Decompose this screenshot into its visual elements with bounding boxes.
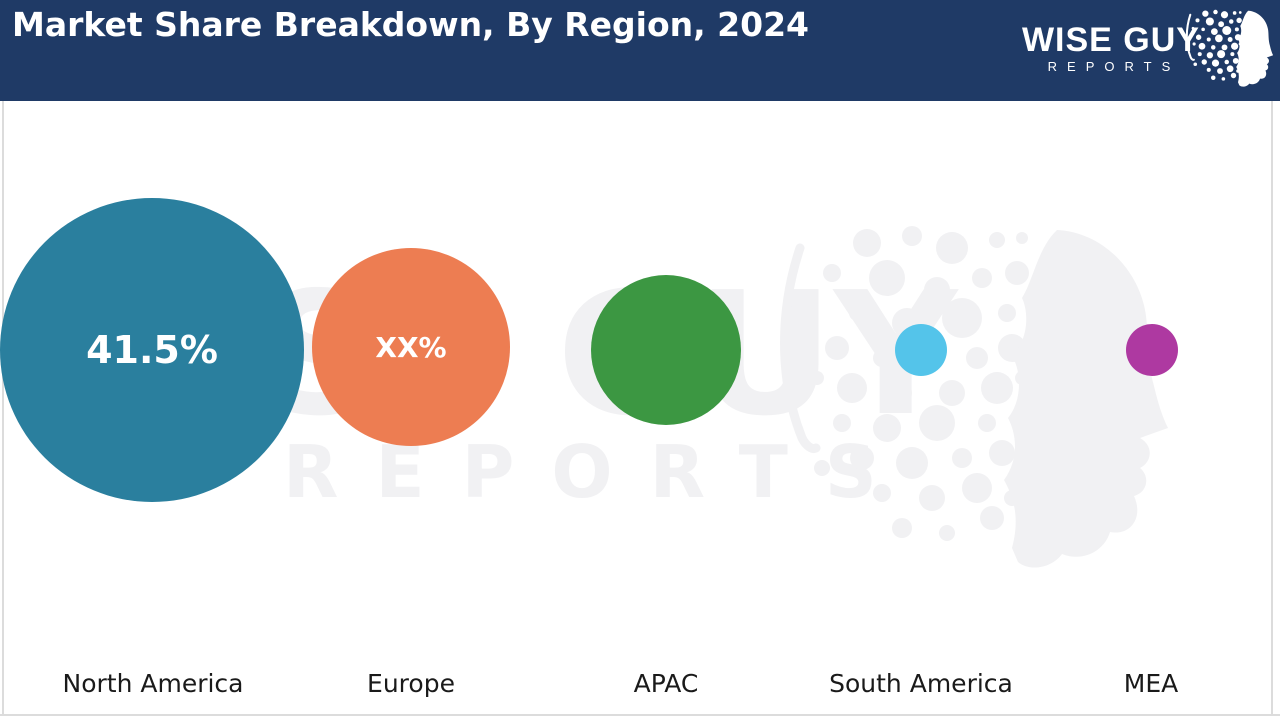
axis-bottom-spine bbox=[0, 714, 1280, 716]
category-label-mea: MEA bbox=[1123, 669, 1179, 698]
watermark-subtext: REPORTS bbox=[283, 430, 914, 514]
axis-right-spine bbox=[1271, 101, 1273, 716]
brand-logo-text: WISE GUY REPORTS bbox=[1021, 20, 1200, 75]
brand-name: WISE GUY bbox=[1021, 20, 1200, 59]
brand-logo: WISE GUY REPORTS bbox=[1022, 8, 1274, 89]
axis-left-spine bbox=[2, 101, 4, 716]
bubble-mea bbox=[1126, 324, 1178, 376]
header-bar: Market Share Breakdown, By Region, 2024 … bbox=[0, 0, 1280, 101]
brand-subtitle: REPORTS bbox=[1047, 59, 1181, 75]
bubble-value-label: XX% bbox=[375, 330, 447, 364]
bubble-north-america: 41.5% bbox=[0, 198, 304, 502]
page-title: Market Share Breakdown, By Region, 2024 bbox=[12, 5, 809, 44]
bubble-apac bbox=[591, 275, 741, 425]
bubble-south-america bbox=[895, 324, 947, 376]
watermark-head-icon bbox=[772, 218, 1172, 578]
category-label-apac: APAC bbox=[633, 669, 699, 698]
category-label-south-america: South America bbox=[829, 669, 1013, 698]
category-label-europe: Europe bbox=[367, 669, 455, 698]
bubble-europe: XX% bbox=[312, 248, 510, 446]
category-label-north-america: North America bbox=[62, 669, 244, 698]
bubble-value-label: 41.5% bbox=[86, 328, 218, 372]
